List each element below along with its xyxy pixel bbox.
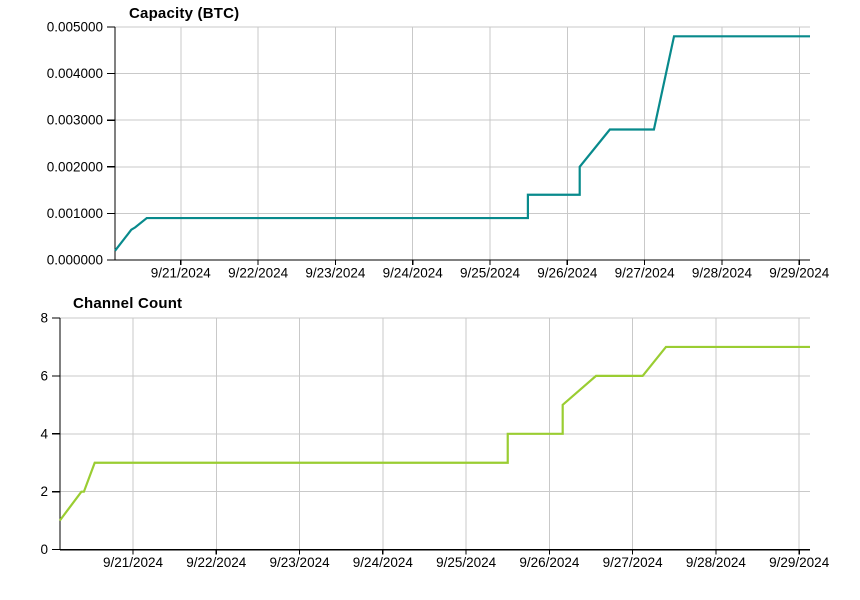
x-tick-label: 9/29/2024 [769, 555, 830, 570]
channel-count-chart-title: Channel Count [73, 295, 183, 312]
channel-count-series-line [58, 345, 810, 522]
x-tick-label: 9/24/2024 [353, 555, 414, 570]
y-tick-label: 0.001000 [47, 206, 103, 221]
x-tick-label: 9/23/2024 [270, 555, 331, 570]
capacity-chart-group: 0.000000 0.001000 0.002000 0.003000 0.004000… [47, 20, 830, 281]
y-tick-label: 2 [40, 484, 48, 499]
x-tick-label: 9/24/2024 [383, 266, 444, 281]
x-tick-label: 9/22/2024 [186, 555, 247, 570]
y-tick-label: 0.003000 [47, 113, 103, 128]
x-tick-label: 9/27/2024 [603, 555, 664, 570]
capacity-series-line [114, 35, 810, 252]
x-tick-label: 9/28/2024 [692, 266, 753, 281]
x-tick-label: 9/27/2024 [615, 266, 676, 281]
x-tick-label: 9/21/2024 [151, 266, 212, 281]
y-tick-label: 6 [40, 368, 48, 383]
y-tick-label: 8 [40, 311, 48, 326]
y-tick-label: 0 [40, 542, 48, 557]
capacity-chart-title: Capacity (BTC) [129, 5, 240, 22]
y-tick-label: 0.005000 [47, 20, 103, 35]
y-tick-label: 0.000000 [47, 253, 103, 268]
y-tick-label: 0.004000 [47, 66, 103, 81]
y-tick-label: 4 [40, 426, 48, 441]
x-tick-label: 9/28/2024 [686, 555, 747, 570]
x-tick-label: 9/26/2024 [519, 555, 580, 570]
x-tick-label: 9/23/2024 [305, 266, 366, 281]
x-tick-label: 9/25/2024 [460, 266, 521, 281]
x-tick-label: 9/29/2024 [769, 266, 830, 281]
x-tick-label: 9/26/2024 [537, 266, 598, 281]
y-tick-label: 0.002000 [47, 159, 103, 174]
x-tick-label: 9/25/2024 [436, 555, 497, 570]
channel-count-chart-group: 0 2 4 6 8 9/21/2024 9/22/2024 9/23/2024 9/24/202… [40, 311, 829, 571]
x-tick-label: 9/21/2024 [103, 555, 164, 570]
x-tick-label: 9/22/2024 [228, 266, 289, 281]
